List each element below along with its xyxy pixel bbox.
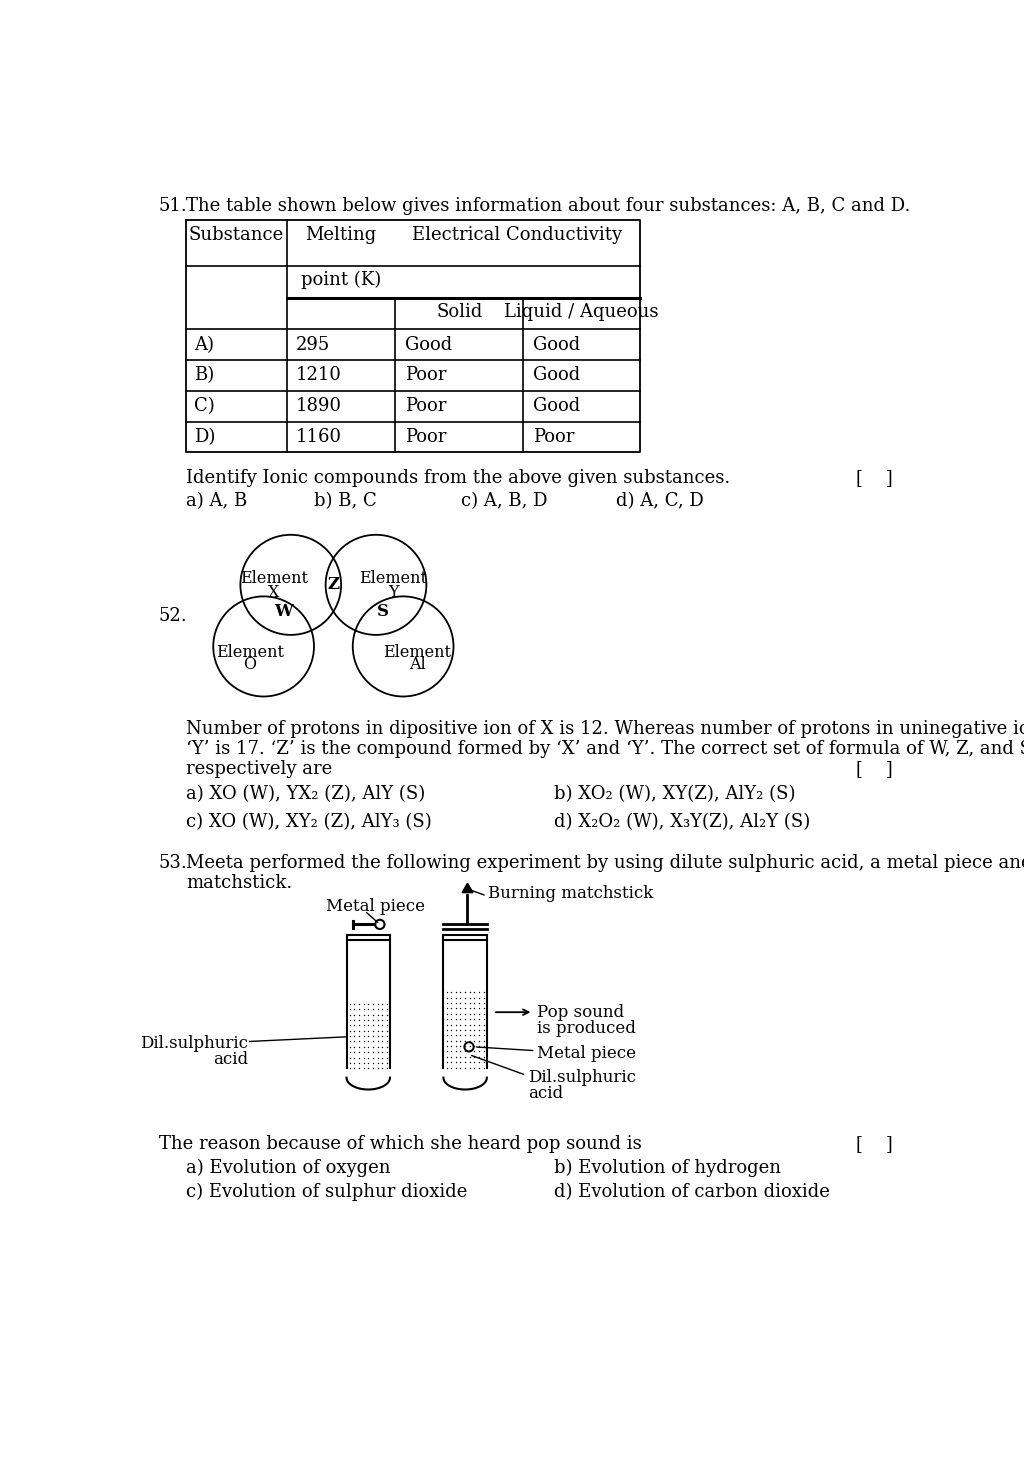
Text: acid: acid (213, 1051, 248, 1067)
Text: [    ]: [ ] (856, 469, 893, 488)
Text: c) Evolution of sulphur dioxide: c) Evolution of sulphur dioxide (186, 1183, 468, 1202)
Text: point (K): point (K) (301, 270, 381, 289)
Text: d) A, C, D: d) A, C, D (616, 492, 705, 511)
Text: [    ]: [ ] (856, 1136, 893, 1153)
Text: Good: Good (532, 366, 580, 384)
Text: Good: Good (532, 336, 580, 353)
Text: Element: Element (383, 644, 452, 661)
Text: Pop sound: Pop sound (538, 1004, 625, 1022)
Text: Element: Element (359, 571, 427, 587)
Text: A): A) (194, 336, 214, 353)
Text: Melting: Melting (305, 226, 377, 244)
Text: d) Evolution of carbon dioxide: d) Evolution of carbon dioxide (554, 1183, 830, 1202)
Text: Metal piece: Metal piece (538, 1044, 636, 1061)
Text: 1160: 1160 (296, 428, 342, 445)
Text: Good: Good (404, 336, 452, 353)
Text: Meeta performed the following experiment by using dilute sulphuric acid, a metal: Meeta performed the following experiment… (186, 854, 1024, 872)
Text: b) B, C: b) B, C (314, 492, 377, 511)
Text: Element: Element (240, 571, 307, 587)
Text: Poor: Poor (404, 366, 446, 384)
Text: is produced: is produced (538, 1021, 636, 1037)
Text: The reason because of which she heard pop sound is: The reason because of which she heard po… (159, 1136, 642, 1153)
Text: a) XO (W), YX₂ (Z), AlY (S): a) XO (W), YX₂ (Z), AlY (S) (186, 785, 425, 803)
Text: Good: Good (532, 397, 580, 415)
Text: Poor: Poor (404, 428, 446, 445)
Text: Electrical Conductivity: Electrical Conductivity (413, 226, 623, 244)
Text: Number of protons in dipositive ion of X is 12. Whereas number of protons in uni: Number of protons in dipositive ion of X… (186, 720, 1024, 737)
Text: Al: Al (409, 657, 425, 673)
Text: X: X (268, 584, 280, 602)
Text: Y: Y (388, 584, 398, 602)
Text: 295: 295 (296, 336, 331, 353)
Text: W: W (274, 603, 293, 620)
Text: Element: Element (216, 644, 284, 661)
Text: Metal piece: Metal piece (326, 898, 425, 915)
Text: Dil.sulphuric: Dil.sulphuric (528, 1069, 636, 1086)
Text: C): C) (194, 397, 215, 415)
Text: S: S (378, 603, 389, 620)
Text: 53.: 53. (159, 854, 187, 872)
Text: O: O (243, 657, 256, 673)
Text: matchstick.: matchstick. (186, 875, 293, 892)
Text: Identify Ionic compounds from the above given substances.: Identify Ionic compounds from the above … (186, 469, 730, 488)
Text: 1890: 1890 (296, 397, 342, 415)
Text: Liquid / Aqueous: Liquid / Aqueous (504, 304, 658, 321)
Text: Substance: Substance (188, 226, 284, 244)
Text: Poor: Poor (404, 397, 446, 415)
Text: respectively are: respectively are (186, 759, 333, 778)
Text: Solid: Solid (436, 304, 482, 321)
Text: c) A, B, D: c) A, B, D (461, 492, 548, 511)
Text: Dil.sulphuric: Dil.sulphuric (140, 1035, 248, 1053)
Text: a) Evolution of oxygen: a) Evolution of oxygen (186, 1158, 390, 1177)
Text: Poor: Poor (532, 428, 573, 445)
Text: The table shown below gives information about four substances: A, B, C and D.: The table shown below gives information … (186, 197, 910, 215)
Text: ‘Y’ is 17. ‘Z’ is the compound formed by ‘X’ and ‘Y’. The correct set of formula: ‘Y’ is 17. ‘Z’ is the compound formed by… (186, 740, 1024, 758)
Text: Burning matchstick: Burning matchstick (488, 885, 653, 902)
Text: d) X₂O₂ (W), X₃Y(Z), Al₂Y (S): d) X₂O₂ (W), X₃Y(Z), Al₂Y (S) (554, 813, 811, 831)
Text: c) XO (W), XY₂ (Z), AlY₃ (S): c) XO (W), XY₂ (Z), AlY₃ (S) (186, 813, 432, 831)
Text: B): B) (194, 366, 214, 384)
Text: D): D) (194, 428, 215, 445)
Text: 1210: 1210 (296, 366, 342, 384)
Text: Z: Z (328, 577, 339, 593)
Text: [    ]: [ ] (856, 759, 893, 778)
Text: 51.: 51. (159, 197, 187, 215)
Text: b) XO₂ (W), XY(Z), AlY₂ (S): b) XO₂ (W), XY(Z), AlY₂ (S) (554, 785, 796, 803)
Text: 52.: 52. (159, 607, 187, 625)
Text: a) A, B: a) A, B (186, 492, 248, 511)
Text: b) Evolution of hydrogen: b) Evolution of hydrogen (554, 1158, 781, 1177)
Text: acid: acid (528, 1085, 563, 1101)
